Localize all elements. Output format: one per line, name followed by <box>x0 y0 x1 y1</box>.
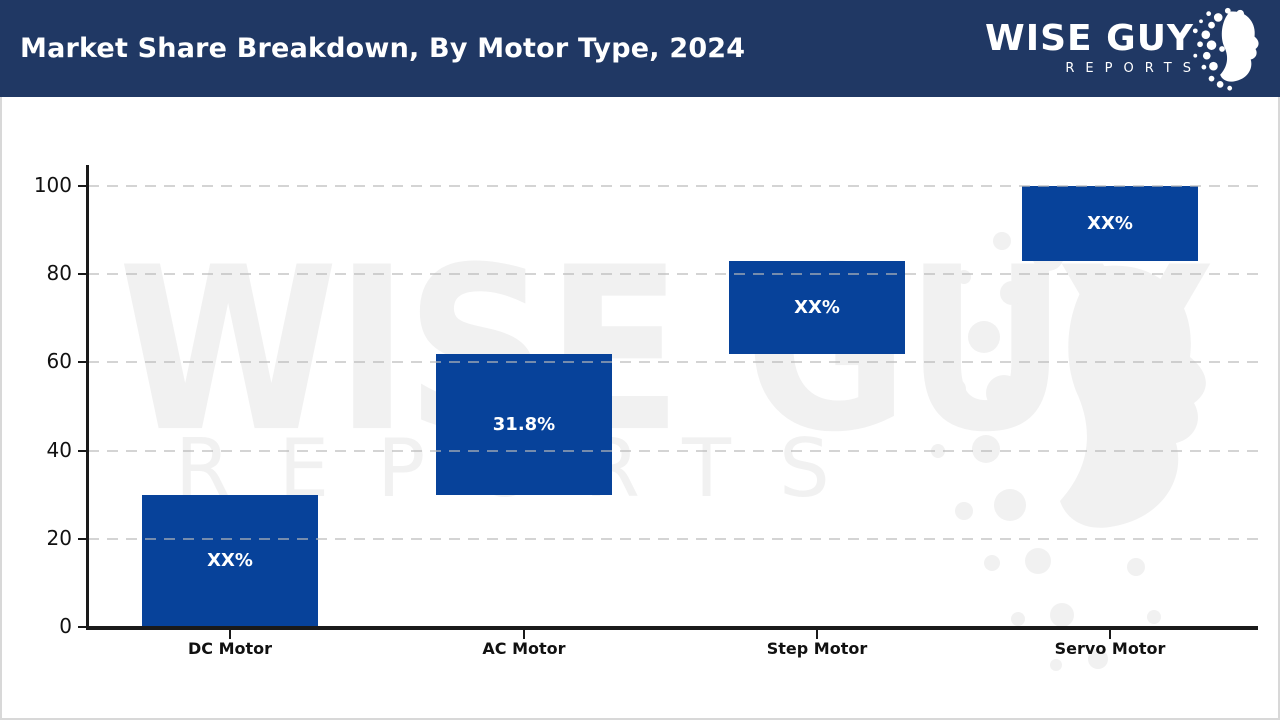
gridline <box>88 361 1258 364</box>
logo-subtitle: REPORTS <box>1065 61 1202 76</box>
x-tick-label: AC Motor <box>482 639 566 658</box>
x-tick-mark <box>523 630 525 639</box>
y-tick-label: 0 <box>59 614 72 638</box>
logo-wordmark: WISE GUY <box>984 18 1194 59</box>
watermark-dot-face-icon <box>927 225 1206 671</box>
gridline <box>88 537 1258 540</box>
logo-text: WISE GUY REPORTS <box>984 18 1194 77</box>
y-tick-mark <box>78 361 87 364</box>
gridline <box>88 185 1258 187</box>
y-tick-label: 60 <box>46 349 72 374</box>
x-tick-mark <box>229 630 231 639</box>
page-title: Market Share Breakdown, By Motor Type, 2… <box>20 33 746 64</box>
bar-value-label: 31.8% <box>492 414 556 436</box>
y-tick-mark <box>78 273 87 276</box>
bar-step-motor: XX% <box>729 260 905 355</box>
y-tick-mark <box>78 537 87 540</box>
y-tick-label: 100 <box>33 173 72 197</box>
y-tick-label: 80 <box>46 261 72 286</box>
bar-servo-motor: XX% <box>1022 186 1198 261</box>
y-tick-mark <box>78 185 87 187</box>
x-tick-mark <box>1109 630 1111 639</box>
gridline <box>88 273 1258 276</box>
x-tick-mark <box>816 630 818 639</box>
y-axis-line <box>86 165 89 630</box>
gridline <box>88 449 1258 452</box>
bar-value-label: XX% <box>207 550 253 572</box>
x-tick-label: Servo Motor <box>1054 639 1166 658</box>
bar-value-label: XX% <box>794 297 840 319</box>
y-tick-mark <box>78 449 87 452</box>
logo-dot-face-icon <box>1192 7 1259 91</box>
x-tick-label: Step Motor <box>766 639 868 658</box>
bar-ac-motor: 31.8% <box>436 354 612 495</box>
header-bar: Market Share Breakdown, By Motor Type, 2… <box>0 0 1280 97</box>
y-tick-mark <box>78 626 87 628</box>
bar-dc-motor: XX% <box>142 494 318 627</box>
x-tick-label: DC Motor <box>187 639 273 658</box>
wiseguy-logo: WISE GUY REPORTS <box>985 6 1266 92</box>
bar-value-label: XX% <box>1087 212 1133 234</box>
y-tick-label: 40 <box>46 437 72 462</box>
y-tick-label: 20 <box>46 525 72 550</box>
x-axis-line <box>86 626 1258 630</box>
